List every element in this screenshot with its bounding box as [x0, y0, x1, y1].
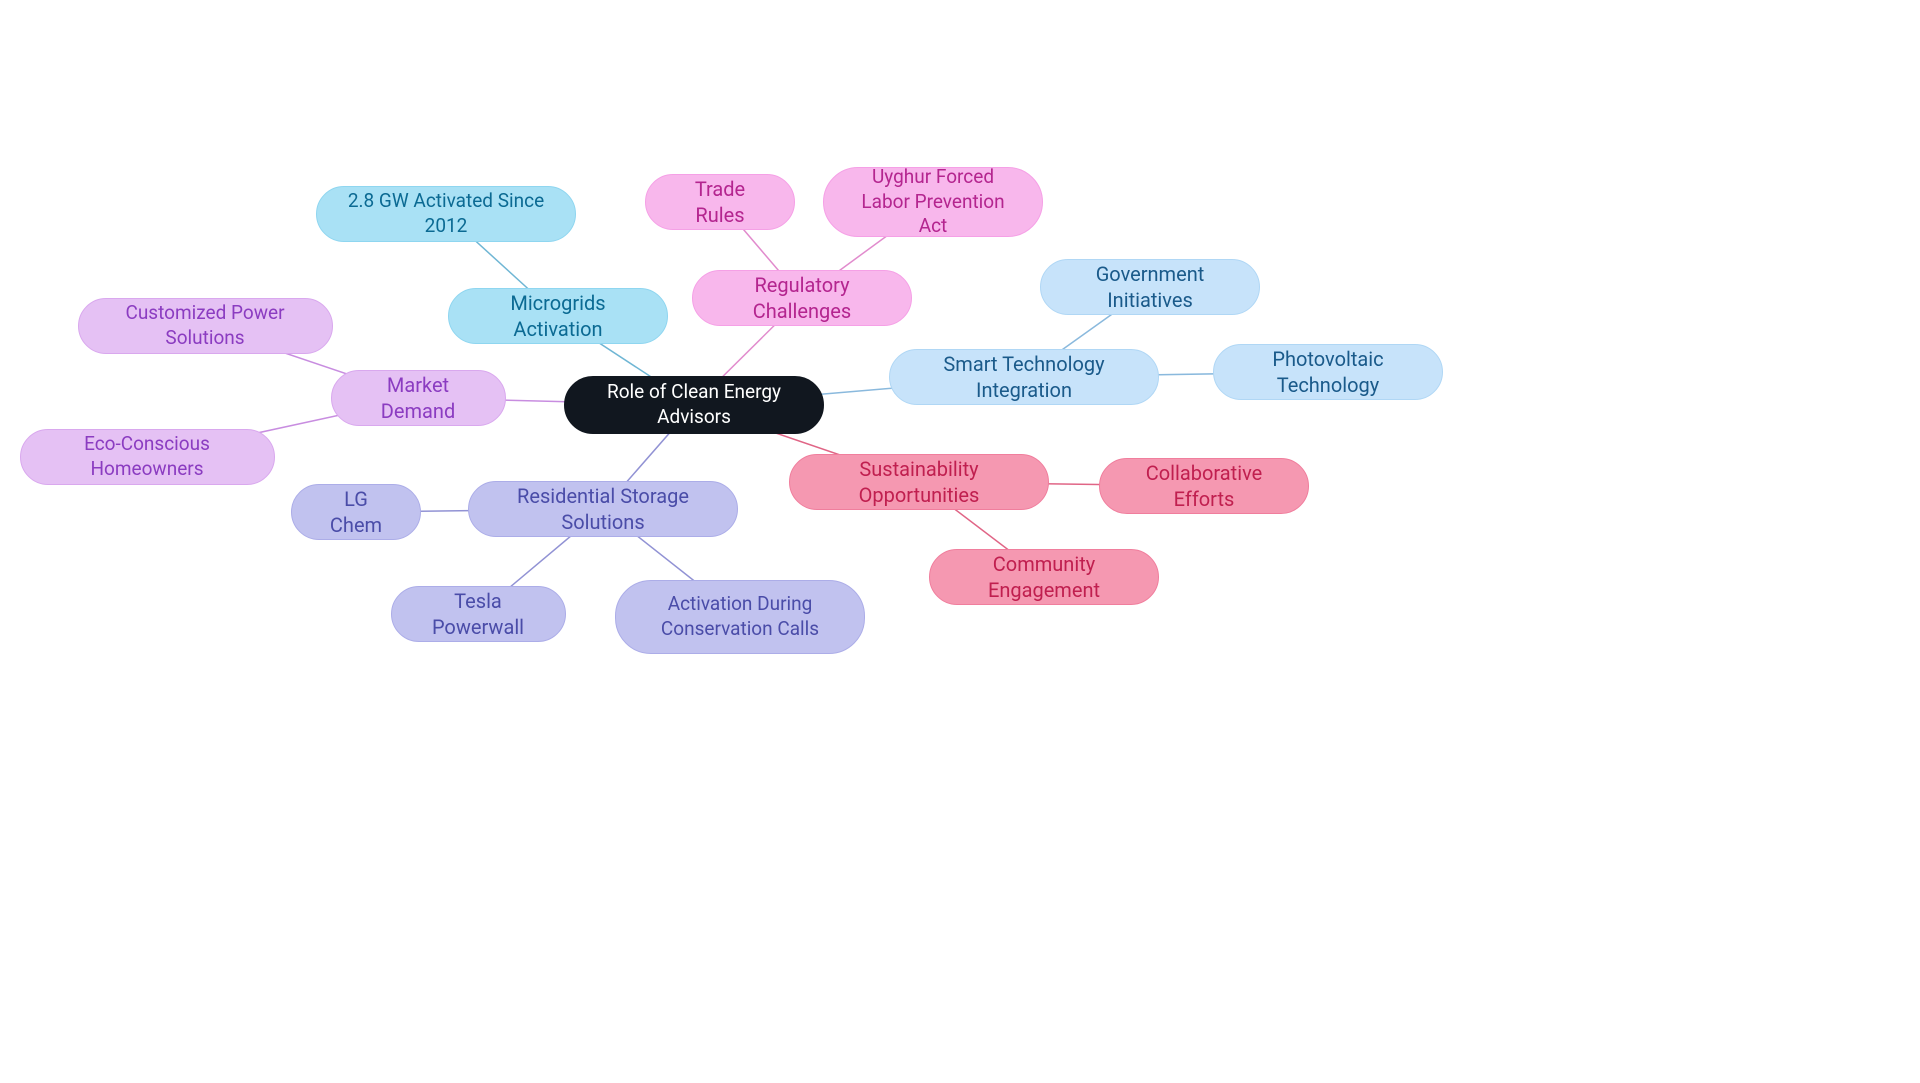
node-regulatory: Regulatory Challenges: [692, 270, 912, 326]
node-lg-chem: LG Chem: [291, 484, 421, 540]
node-sustain: Sustainability Opportunities: [789, 454, 1049, 510]
node-gw-activated: 2.8 GW Activated Since 2012: [316, 186, 576, 242]
node-root: Role of Clean Energy Advisors: [564, 376, 824, 434]
node-eco-home: Eco-Conscious Homeowners: [20, 429, 275, 485]
node-smart-tech: Smart Technology Integration: [889, 349, 1159, 405]
node-uyghur: Uyghur Forced Labor Prevention Act: [823, 167, 1043, 237]
node-microgrids: Microgrids Activation: [448, 288, 668, 344]
node-community: Community Engagement: [929, 549, 1159, 605]
node-gov-init: Government Initiatives: [1040, 259, 1260, 315]
node-market: Market Demand: [331, 370, 506, 426]
node-pv-tech: Photovoltaic Technology: [1213, 344, 1443, 400]
node-trade-rules: Trade Rules: [645, 174, 795, 230]
node-residential: Residential Storage Solutions: [468, 481, 738, 537]
node-custom-power: Customized Power Solutions: [78, 298, 333, 354]
node-activation: Activation During Conservation Calls: [615, 580, 865, 654]
mindmap-canvas: Role of Clean Energy Advisors Microgrids …: [0, 0, 1920, 1083]
node-tesla: Tesla Powerwall: [391, 586, 566, 642]
node-collab: Collaborative Efforts: [1099, 458, 1309, 514]
edge-layer: [0, 0, 1920, 1083]
